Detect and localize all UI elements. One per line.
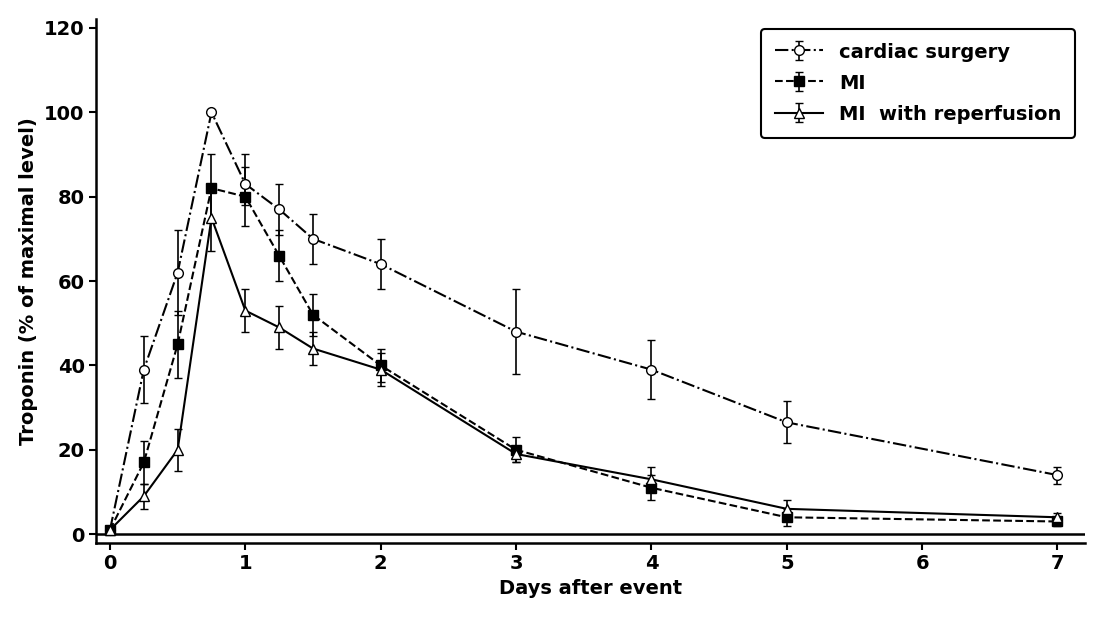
X-axis label: Days after event: Days after event [499, 579, 682, 598]
Legend: cardiac surgery, MI, MI  with reperfusion: cardiac surgery, MI, MI with reperfusion [761, 29, 1075, 138]
Y-axis label: Troponin (% of maximal level): Troponin (% of maximal level) [20, 117, 39, 445]
